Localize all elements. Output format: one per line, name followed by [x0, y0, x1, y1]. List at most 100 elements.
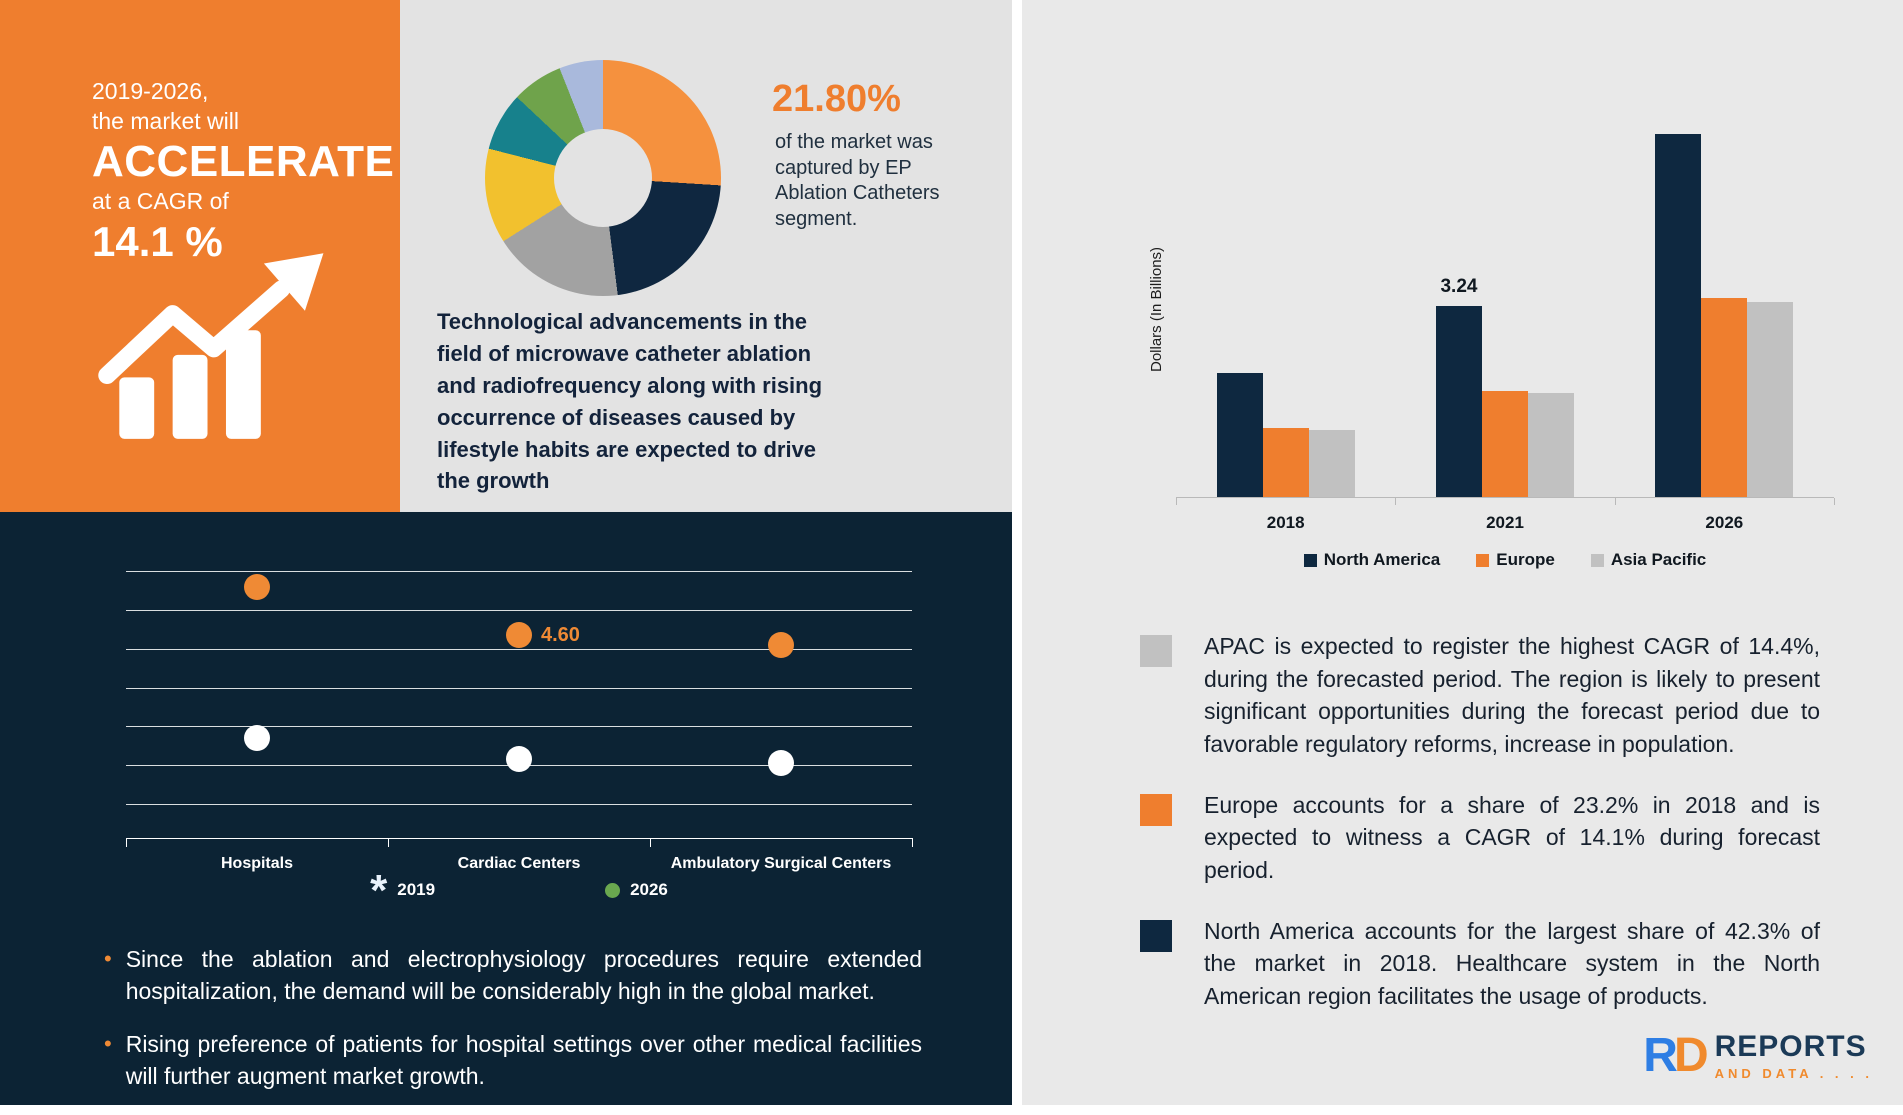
- asterisk-marker-icon: *: [370, 866, 388, 915]
- insight-item: North America accounts for the largest s…: [1140, 915, 1820, 1013]
- accelerate-headline: ACCELERATE: [92, 136, 395, 186]
- bar-category-label: 2026: [1705, 513, 1744, 532]
- bar-group-2021: 3.24 2021: [1395, 108, 1614, 532]
- cagr-panel: 2019-2026, the market will ACCELERATE at…: [0, 0, 400, 512]
- legend-label: 2019: [397, 880, 436, 899]
- bar-North America: [1216, 372, 1263, 497]
- insight-item: APAC is expected to register the highest…: [1140, 630, 1820, 761]
- dot-2026: [506, 622, 532, 649]
- bar-chart-y-axis-label: Dollars (In Billions): [1148, 246, 1165, 372]
- legend-item-2026: 2026: [605, 880, 668, 900]
- legend-swatch-icon: [1590, 553, 1604, 567]
- regional-bar-chart: 2018 3.24 2021 2026: [1176, 108, 1835, 532]
- dot-2019: [244, 724, 270, 751]
- gridline: [126, 804, 912, 805]
- legend-item-asia-pacific: Asia Pacific: [1590, 550, 1707, 570]
- axis-tick: [1395, 498, 1397, 505]
- dot-marker-icon: [605, 882, 621, 898]
- legend-swatch-icon: [1303, 553, 1317, 567]
- bullet-item: • Since the ablation and electrophysiolog…: [104, 944, 922, 1007]
- cagr-value: 14.1 %: [92, 218, 223, 266]
- logo-mark-icon: RD: [1643, 1028, 1709, 1082]
- growth-arrow-icon: [98, 253, 324, 439]
- dot-2026: [244, 573, 270, 600]
- gridline: [126, 571, 912, 572]
- legend-swatch-icon: [1476, 553, 1490, 567]
- bar-Asia Pacific: [1747, 302, 1794, 497]
- bullet-text: Rising preference of patients for hospit…: [125, 1031, 922, 1090]
- bullet-icon: •: [104, 946, 112, 971]
- gridline: [126, 648, 912, 650]
- dotplot-category-label: Ambulatory Surgical Centers: [670, 855, 892, 872]
- bar-Asia Pacific: [1527, 393, 1574, 497]
- insight-text: North America accounts for the largest s…: [1204, 917, 1820, 1009]
- logo-reports-text: REPORTS: [1714, 1030, 1867, 1063]
- insight-square-icon: [1140, 793, 1172, 826]
- bar-North America: [1655, 133, 1702, 497]
- legend-item-2019: * 2019: [370, 866, 436, 915]
- bar-group-2026: 2026: [1615, 108, 1834, 532]
- legend-label: 2026: [630, 880, 668, 899]
- legend-item-north-america: North America: [1303, 550, 1441, 570]
- bar-Asia Pacific: [1308, 429, 1355, 497]
- logo-mark-d: D: [1673, 1028, 1709, 1082]
- dot-data-label: 4.60: [541, 624, 580, 647]
- segment-panel: 21.80% of the market was captured by EP …: [400, 0, 1012, 512]
- axis-tick: [912, 838, 913, 847]
- bar-Europe: [1481, 390, 1528, 497]
- insight-item: Europe accounts for a share of 23.2% in …: [1140, 789, 1820, 887]
- segment-share-text: of the market was captured by EP Ablatio…: [775, 131, 940, 230]
- logo-text: REPORTS AND DATA . . . .: [1715, 1030, 1873, 1081]
- cagr-intro: the market will: [92, 108, 239, 135]
- logo-mark-r: R: [1643, 1028, 1678, 1082]
- legend-item-europe: Europe: [1476, 550, 1555, 570]
- bullet-text: Since the ablation and electrophysiology…: [125, 946, 922, 1004]
- donut-chart: [485, 60, 721, 296]
- axis-tick: [650, 838, 651, 847]
- segment-share-value: 21.80%: [772, 78, 901, 120]
- bar-category-label: 2018: [1266, 513, 1305, 532]
- dot-2019: [506, 746, 532, 773]
- legend-label: Europe: [1496, 550, 1555, 569]
- dotplot-category-label: Cardiac Centers: [457, 855, 581, 872]
- technology-driver-text: Technological advancements in the field …: [437, 309, 823, 494]
- bar-category-label: 2021: [1486, 513, 1524, 532]
- bar-group-2018: 2018: [1176, 108, 1395, 532]
- legend-label: Asia Pacific: [1610, 550, 1707, 569]
- bar-data-label: 3.24: [1440, 275, 1478, 297]
- x-axis-line: [126, 838, 912, 839]
- bar-Europe: [1262, 427, 1309, 497]
- facility-panel: Hospitals Cardiac Centers Ambulatory Surgi…: [0, 512, 1012, 1105]
- dot-plot-chart: Hospitals Cardiac Centers Ambulatory Surgi…: [126, 571, 913, 901]
- cagr-label: at a CAGR of: [92, 187, 229, 214]
- insight-text: Europe accounts for a share of 23.2% in …: [1204, 791, 1820, 883]
- bar-Europe: [1701, 298, 1748, 497]
- dot-2026: [768, 631, 794, 658]
- regional-insights: APAC is expected to register the highest…: [1140, 630, 1820, 1041]
- cagr-years: 2019-2026,: [92, 78, 209, 104]
- logo-anddata-text: AND DATA . . . .: [1714, 1066, 1873, 1081]
- axis-tick: [1834, 498, 1835, 505]
- donut-hole: [554, 129, 652, 227]
- legend-label: North America: [1323, 550, 1441, 569]
- facility-bullets: • Since the ablation and electrophysiolog…: [104, 944, 922, 1115]
- insight-text: APAC is expected to register the highest…: [1204, 633, 1820, 757]
- bullet-item: • Rising preference of patients for hospi…: [104, 1029, 922, 1092]
- gridline: [126, 726, 912, 728]
- reports-and-data-logo: RD REPORTS AND DATA . . . .: [1643, 1030, 1873, 1081]
- bar-chart-legend: North America Europe Asia Pacific: [1176, 550, 1834, 570]
- gridline: [126, 609, 912, 611]
- bar-North America: 3.24: [1435, 276, 1482, 497]
- axis-tick: [1614, 498, 1616, 505]
- dot-plot-legend: * 2019 2026: [126, 866, 912, 915]
- bullet-icon: •: [104, 1031, 112, 1057]
- axis-tick: [388, 838, 389, 847]
- gridline: [126, 687, 912, 689]
- dotplot-category-label: Hospitals: [220, 855, 293, 872]
- axis-tick: [126, 838, 127, 847]
- regional-panel: Dollars (In Billions) 2018 3.24 2021 2026 N…: [1022, 0, 1903, 1105]
- insight-square-icon: [1140, 919, 1172, 952]
- insight-square-icon: [1140, 635, 1172, 667]
- axis-tick: [1176, 498, 1177, 505]
